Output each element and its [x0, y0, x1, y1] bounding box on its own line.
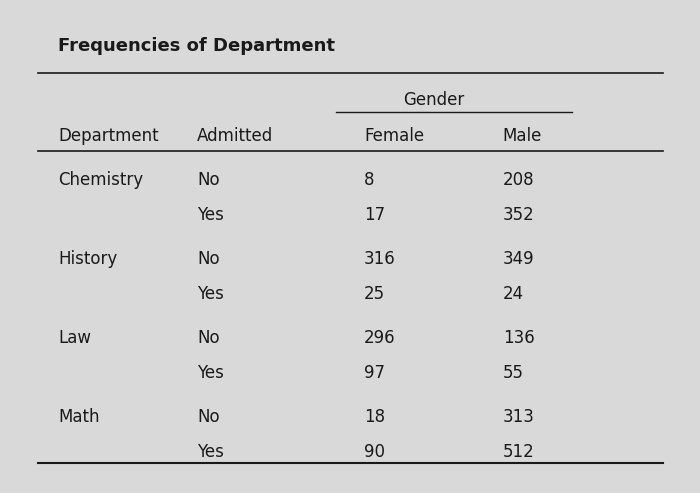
Text: History: History	[58, 250, 118, 268]
Text: 55: 55	[503, 364, 524, 382]
Text: 316: 316	[364, 250, 395, 268]
Text: Law: Law	[58, 329, 91, 347]
Text: 512: 512	[503, 443, 535, 461]
Text: 296: 296	[364, 329, 395, 347]
Text: 208: 208	[503, 171, 534, 189]
Text: Gender: Gender	[402, 91, 464, 108]
Text: Yes: Yes	[197, 364, 224, 382]
Text: 17: 17	[364, 206, 385, 224]
Text: 90: 90	[364, 443, 385, 461]
Text: Department: Department	[58, 127, 159, 145]
Text: Female: Female	[364, 127, 424, 145]
Text: Chemistry: Chemistry	[58, 171, 144, 189]
Text: No: No	[197, 250, 220, 268]
Text: 313: 313	[503, 408, 535, 426]
Text: Male: Male	[503, 127, 542, 145]
Text: No: No	[197, 329, 220, 347]
Text: Yes: Yes	[197, 285, 224, 303]
Text: 349: 349	[503, 250, 534, 268]
Text: Admitted: Admitted	[197, 127, 274, 145]
Text: 97: 97	[364, 364, 385, 382]
Text: No: No	[197, 408, 220, 426]
Text: 136: 136	[503, 329, 535, 347]
Text: Yes: Yes	[197, 206, 224, 224]
Text: 25: 25	[364, 285, 385, 303]
Text: Math: Math	[58, 408, 100, 426]
Text: Yes: Yes	[197, 443, 224, 461]
Text: 352: 352	[503, 206, 535, 224]
Text: 24: 24	[503, 285, 524, 303]
Text: No: No	[197, 171, 220, 189]
Text: Frequencies of Department: Frequencies of Department	[58, 37, 335, 55]
Text: 8: 8	[364, 171, 374, 189]
Text: 18: 18	[364, 408, 385, 426]
